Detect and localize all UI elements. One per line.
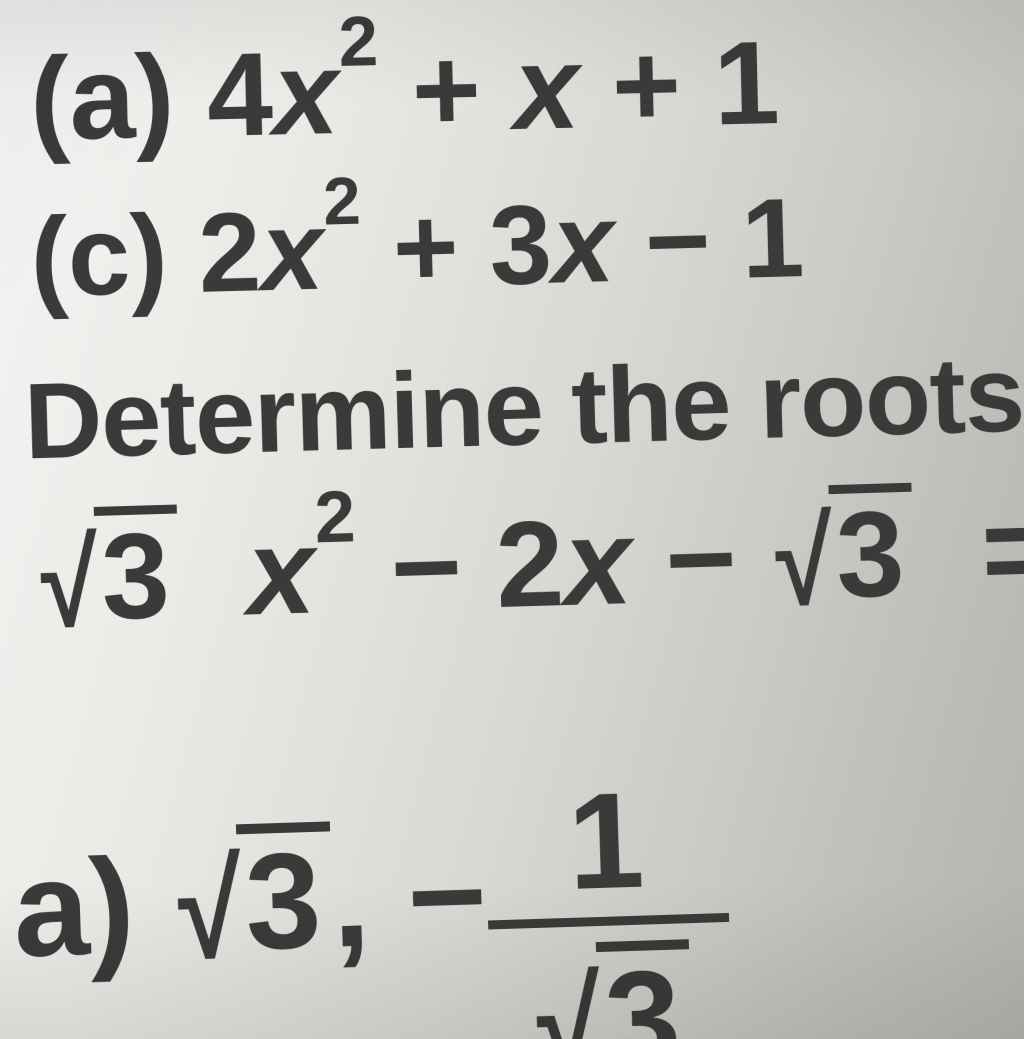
radical-icon: 3: [529, 940, 693, 1039]
radicand: 3: [596, 940, 694, 1039]
radical-icon: 3: [34, 505, 181, 649]
radicand: 3: [828, 483, 916, 616]
option-a-expression: 4x2 + x + 1: [206, 15, 781, 164]
var-x: x: [245, 502, 317, 640]
var-x: x: [512, 22, 581, 155]
op: +: [391, 184, 460, 311]
exponent: 2: [313, 476, 356, 559]
radical-icon: 3: [768, 483, 915, 627]
prompt-line: Determine the roots: [23, 331, 1024, 484]
answer-a-expression: 3, − 1 3: [168, 769, 734, 1039]
coef: 4: [206, 28, 275, 161]
coef: 2: [494, 495, 566, 633]
radicand: 3: [236, 822, 334, 971]
numerator: 1: [483, 769, 729, 930]
op: +: [410, 24, 482, 158]
op: −: [663, 490, 738, 628]
var-x: x: [562, 493, 634, 631]
option-a-label: (a): [29, 29, 176, 168]
equation-expression: 3 x2 − 2x − 3 = 0: [34, 476, 1024, 649]
equals: =: [980, 481, 1024, 619]
op: +: [610, 19, 682, 153]
radical-icon: 3: [170, 822, 335, 983]
fraction: 1 3: [483, 769, 734, 1039]
neg: −: [405, 819, 489, 973]
var-x: x: [550, 180, 616, 307]
var-x: x: [259, 188, 325, 315]
op: −: [389, 498, 464, 636]
denominator: 3: [488, 922, 734, 1039]
var-x: x: [271, 27, 340, 160]
prompt-text: Determine the roots: [23, 333, 1024, 482]
exponent: 2: [338, 2, 379, 82]
radicand: 3: [93, 505, 181, 638]
coef: 3: [488, 182, 554, 309]
option-c-label: (c): [29, 190, 169, 323]
exponent: 2: [322, 164, 361, 240]
const: 1: [740, 175, 806, 302]
equation-line: 3 x2 − 2x − 3 = 0: [34, 476, 1024, 649]
const: 1: [712, 17, 781, 150]
answer-a-label: a): [11, 828, 137, 988]
answer-a-line: a) 3, − 1 3: [10, 769, 734, 1039]
coef: 2: [197, 189, 263, 316]
option-c-expression: 2x2 + 3x − 1: [197, 173, 806, 318]
option-c-line: (c) 2x2 + 3x − 1: [29, 173, 806, 322]
comma: ,: [329, 823, 372, 976]
op: −: [643, 177, 712, 304]
option-a-line: (a) 4x2 + x + 1: [29, 15, 781, 168]
